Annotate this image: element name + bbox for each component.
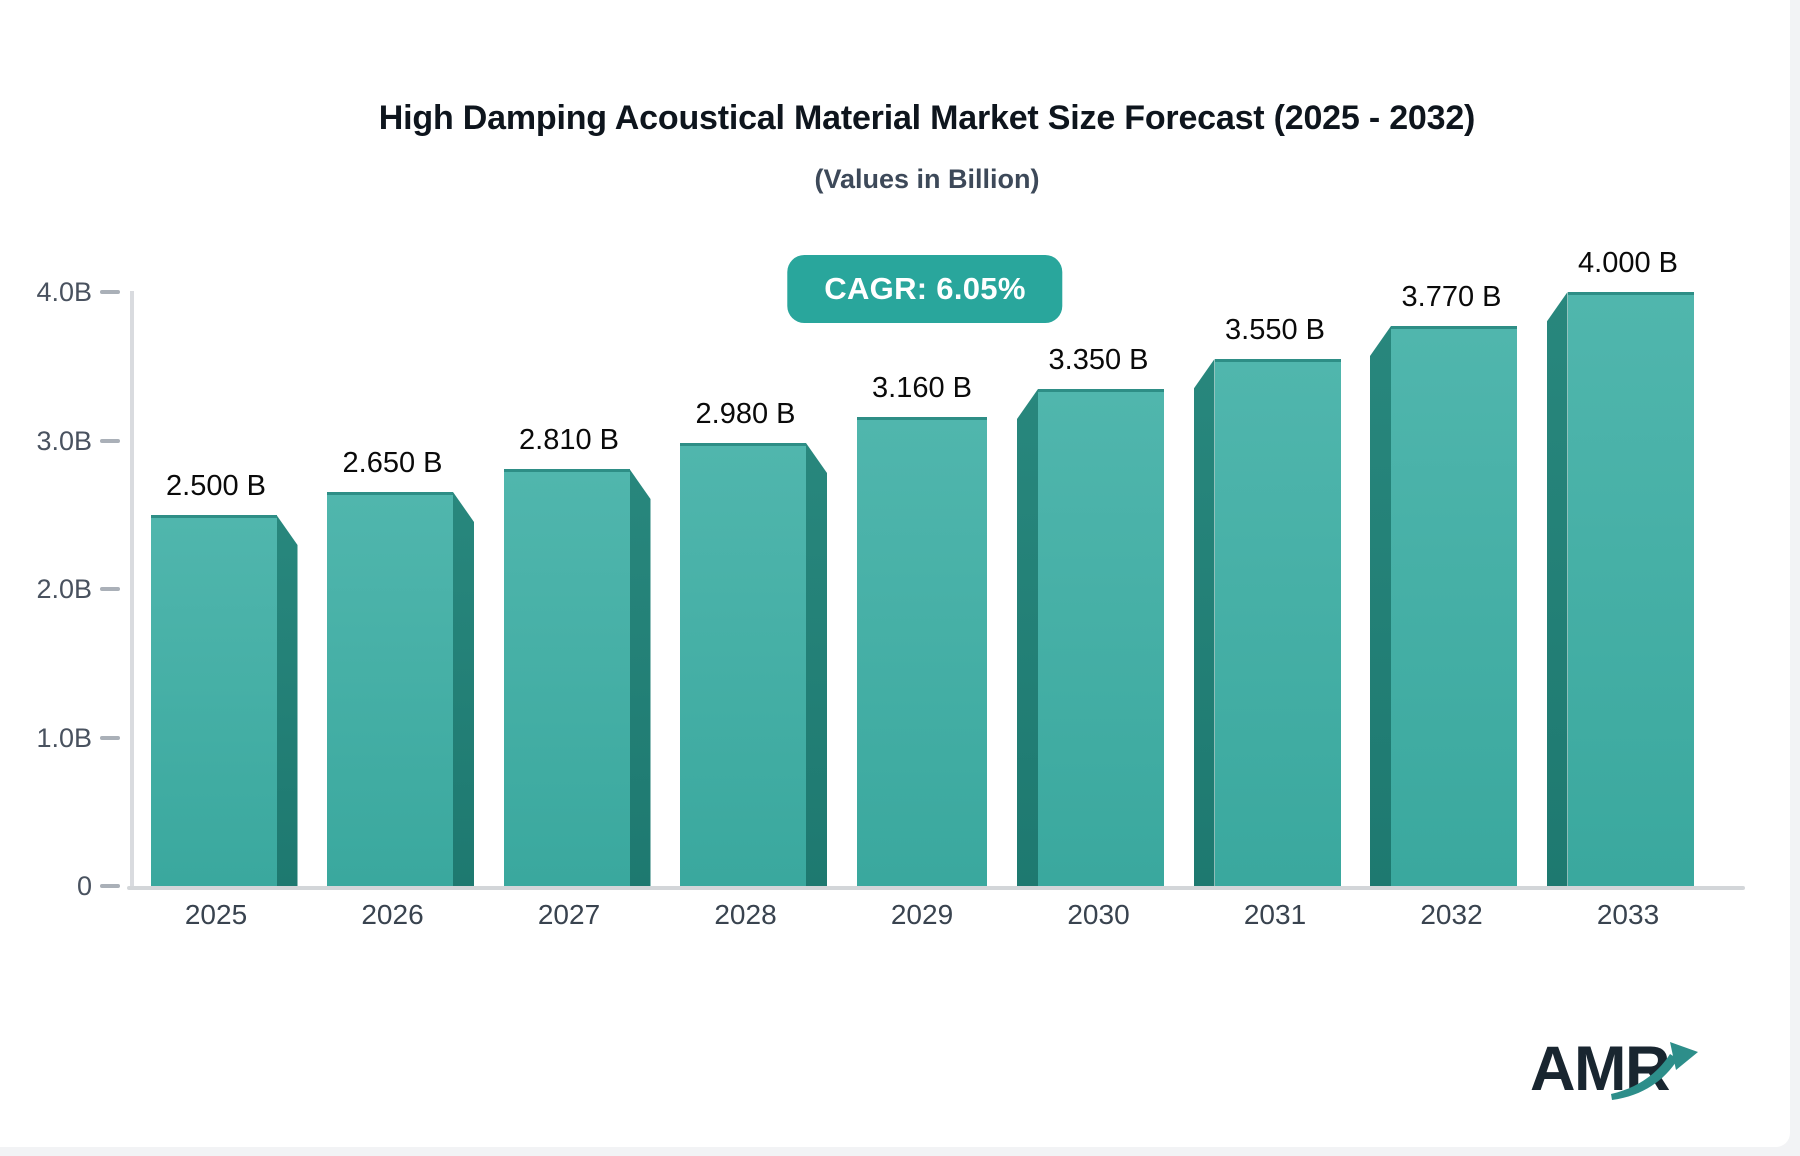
- bar-value-label: 3.160 B: [872, 372, 972, 404]
- cagr-badge: CAGR: 6.05%: [787, 255, 1063, 323]
- y-tick-label: 1.0B: [36, 722, 92, 753]
- bar-face: [150, 515, 277, 886]
- x-tick-label: 2025: [184, 899, 248, 930]
- bar-value-label: 2.980 B: [695, 398, 796, 430]
- bar-face: [503, 469, 630, 886]
- x-axis-line: [127, 886, 1745, 890]
- y-tick-mark: [100, 735, 120, 740]
- bar-side: [1370, 326, 1391, 886]
- y-tick-label: 0: [76, 871, 92, 901]
- bar-side: [629, 469, 651, 886]
- x-tick-label: 2030: [1067, 899, 1130, 930]
- x-tick-label: 2031: [1243, 899, 1307, 930]
- x-tick-label: 2029: [890, 899, 954, 930]
- y-tick-mark: [100, 884, 120, 888]
- bar-value-label: 3.770 B: [1401, 281, 1502, 313]
- bar-side: [453, 492, 474, 886]
- bar-value-label: 2.650 B: [342, 447, 443, 479]
- bar-value-label: 2.500 B: [166, 470, 266, 502]
- bar-face: [327, 492, 453, 886]
- bar-face: [1567, 292, 1694, 886]
- y-tick-label: 4.0B: [36, 277, 92, 307]
- bar-face: [1214, 359, 1341, 886]
- y-axis-line: [130, 291, 134, 890]
- bar-side: [1017, 389, 1038, 886]
- bar-side: [806, 443, 827, 886]
- x-tick-label: 2027: [537, 899, 601, 930]
- chart-header: High Damping Acoustical Material Market …: [54, 0, 1800, 195]
- bar-face: [1391, 326, 1517, 886]
- bar-side: [276, 515, 298, 886]
- amr-logo: AMR: [1530, 1033, 1720, 1113]
- bar-value-label: 4.000 B: [1578, 247, 1678, 279]
- bar-side: [1546, 292, 1568, 886]
- bar-value-label: 2.810 B: [519, 424, 619, 456]
- bar-face: [857, 417, 987, 886]
- bar-value-label: 3.350 B: [1048, 344, 1149, 376]
- x-tick-label: 2028: [714, 899, 777, 930]
- bar-face: [1038, 389, 1164, 886]
- x-tick-label: 2026: [361, 899, 424, 930]
- amr-logo-text: AMR: [1530, 1034, 1670, 1104]
- chart-subtitle: (Values in Billion): [814, 164, 1040, 194]
- chart-title: High Damping Acoustical Material Market …: [378, 99, 1476, 137]
- bar-side: [1193, 359, 1215, 886]
- growth-arrow-icon: [1611, 1042, 1698, 1100]
- x-tick-label: 2032: [1420, 899, 1483, 930]
- y-tick-mark: [100, 290, 120, 294]
- y-tick-mark: [100, 587, 120, 591]
- bar-face: [680, 443, 806, 886]
- x-tick-label: 2033: [1596, 899, 1660, 930]
- y-tick-label: 3.0B: [36, 425, 92, 456]
- bar-value-label: 3.550 B: [1225, 314, 1325, 346]
- y-tick-label: 2.0B: [36, 574, 92, 604]
- y-tick-mark: [100, 438, 120, 443]
